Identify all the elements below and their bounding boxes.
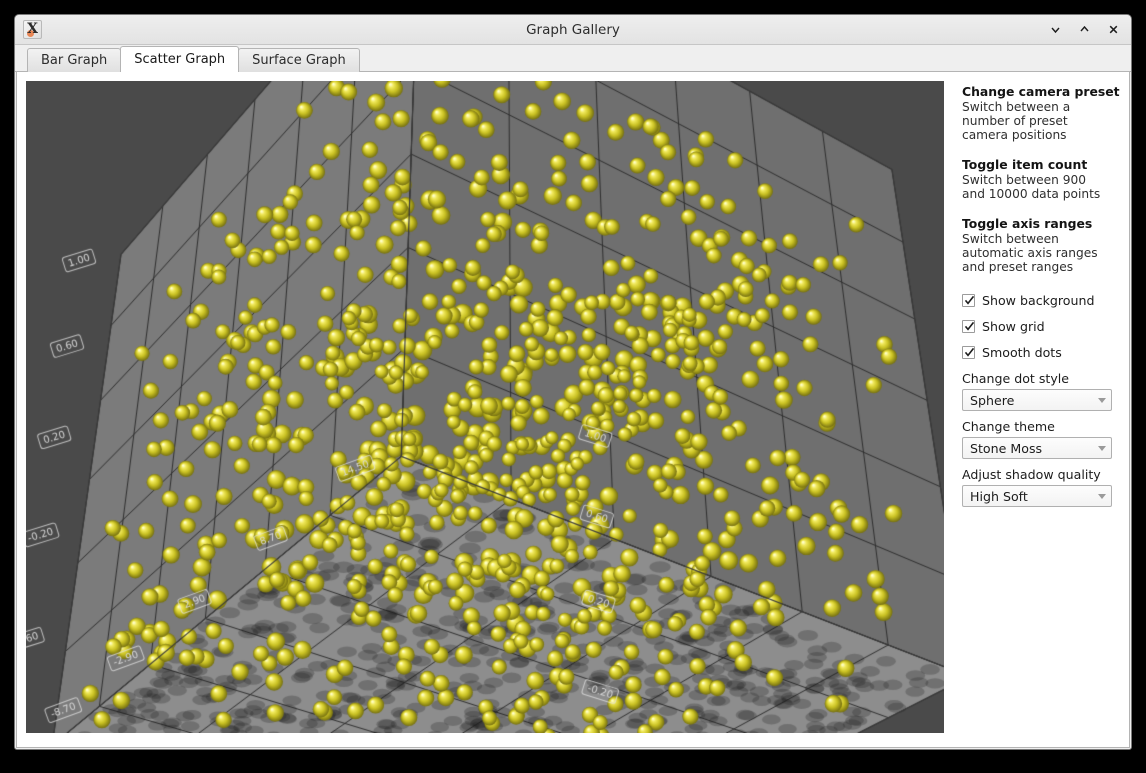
tab-label: Surface Graph (252, 53, 346, 68)
application-window: X Graph Gallery (14, 14, 1132, 750)
select-value: High Soft (970, 488, 1028, 504)
minimize-button[interactable] (1047, 22, 1063, 38)
tab-surface-graph[interactable]: Surface Graph (238, 48, 360, 72)
help-axis-ranges: Toggle axis ranges Switch between automa… (962, 216, 1121, 275)
tab-bar-graph[interactable]: Bar Graph (27, 48, 122, 72)
help-title: Toggle item count (962, 157, 1088, 172)
select-shadow-quality[interactable]: High Soft (962, 485, 1112, 507)
chevron-down-icon (1098, 493, 1106, 499)
chevron-down-icon (1098, 397, 1106, 403)
help-title: Toggle axis ranges (962, 216, 1093, 231)
help-title: Change camera preset (962, 84, 1120, 99)
checkbox-label: Show grid (982, 318, 1045, 334)
title-bar[interactable]: X Graph Gallery (15, 15, 1131, 45)
label-theme: Change theme (962, 419, 1055, 434)
checkbox-show-background[interactable]: Show background (962, 290, 1121, 310)
help-description: Switch between 900 and 10000 data points (962, 173, 1101, 201)
tab-page-scatter: Change camera preset Switch between a nu… (16, 72, 1130, 748)
select-theme[interactable]: Stone Moss (962, 437, 1112, 459)
scatter-graph-canvas[interactable] (26, 81, 944, 733)
window-controls (1047, 22, 1125, 38)
select-value: Sphere (970, 392, 1015, 408)
application-icon: X (23, 20, 42, 39)
control-panel: Change camera preset Switch between a nu… (944, 81, 1121, 738)
help-camera-preset: Change camera preset Switch between a nu… (962, 84, 1121, 143)
select-dot-style[interactable]: Sphere (962, 389, 1112, 411)
icon-blob (27, 30, 34, 37)
maximize-button[interactable] (1076, 22, 1092, 38)
scatter-graph-3d[interactable] (26, 81, 944, 733)
tab-bar: Bar Graph Scatter Graph Surface Graph (15, 45, 1131, 73)
window-title: Graph Gallery (526, 21, 620, 38)
close-button[interactable] (1105, 22, 1121, 38)
checkbox-label: Smooth dots (982, 344, 1062, 360)
checkbox-label: Show background (982, 292, 1095, 308)
help-description: Switch between a number of preset camera… (962, 100, 1071, 142)
tab-scatter-graph[interactable]: Scatter Graph (120, 46, 240, 73)
tab-label: Bar Graph (41, 53, 108, 68)
select-value: Stone Moss (970, 440, 1043, 456)
help-description: Switch between automatic axis ranges and… (962, 232, 1098, 274)
checkbox-icon[interactable] (962, 345, 975, 359)
label-dot-style: Change dot style (962, 371, 1070, 386)
help-item-count: Toggle item count Switch between 900 and… (962, 157, 1121, 202)
chevron-down-icon (1098, 445, 1106, 451)
icon-glyph: X (27, 21, 38, 37)
checkbox-show-grid[interactable]: Show grid (962, 316, 1121, 336)
tab-label: Scatter Graph (134, 52, 226, 67)
checkbox-icon[interactable] (962, 319, 975, 333)
checkbox-smooth-dots[interactable]: Smooth dots (962, 342, 1121, 362)
label-shadow-quality: Adjust shadow quality (962, 467, 1101, 482)
checkbox-icon[interactable] (962, 293, 975, 307)
